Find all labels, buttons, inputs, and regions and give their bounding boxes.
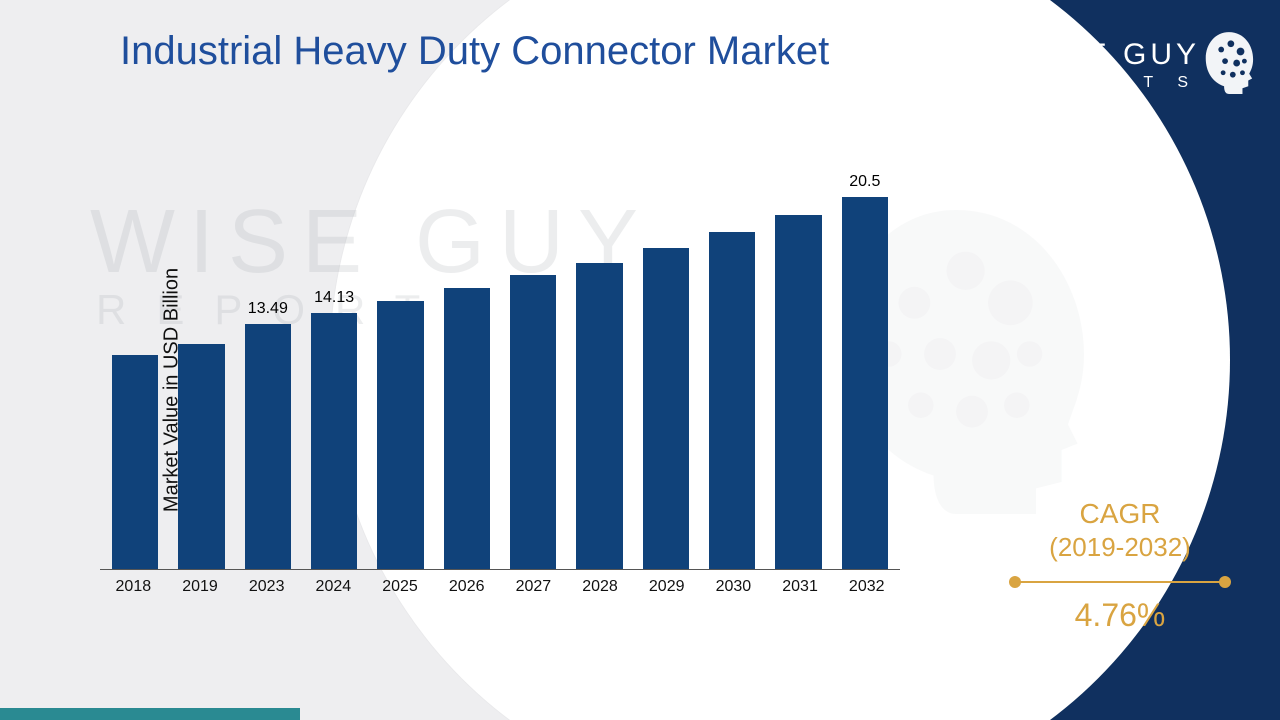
- brand-head-icon: [1198, 30, 1256, 100]
- market-bar-chart: Market Value in USD Billion 13.4914.1320…: [80, 170, 900, 610]
- bars-container: 13.4914.13 20.5: [100, 170, 900, 569]
- bar: [510, 275, 556, 569]
- bar-value-label: 14.13: [301, 289, 367, 313]
- x-tick-label: 2027: [500, 570, 567, 610]
- x-tick-label: 2031: [767, 570, 834, 610]
- plot-area: 13.4914.13 20.5: [100, 170, 900, 570]
- bar: [643, 248, 689, 569]
- x-tick-label: 2032: [833, 570, 900, 610]
- brand-logo: WISE GUY R E P O R T S: [965, 38, 1200, 92]
- x-tick-label: 2028: [567, 570, 634, 610]
- bar: [377, 301, 423, 569]
- bar-slot: [765, 170, 831, 569]
- cagr-label: CAGR: [990, 498, 1250, 530]
- x-tick-label: 2023: [233, 570, 300, 610]
- page-title: Industrial Heavy Duty Connector Market: [120, 28, 840, 74]
- bar-slot: [434, 170, 500, 569]
- stage: Industrial Heavy Duty Connector Market W…: [0, 0, 1280, 720]
- bar-slot: [633, 170, 699, 569]
- bar: [178, 344, 224, 569]
- bar: [576, 263, 622, 570]
- bar-value-label: 13.49: [235, 300, 301, 324]
- x-tick-label: 2018: [100, 570, 167, 610]
- brand-logo-line2: R E P O R T S: [965, 74, 1200, 92]
- x-tick-label: 2029: [633, 570, 700, 610]
- x-tick-label: 2025: [367, 570, 434, 610]
- cagr-range: (2019-2032): [990, 532, 1250, 563]
- bar-slot: [699, 170, 765, 569]
- x-tick-label: 2024: [300, 570, 367, 610]
- bar: [311, 313, 357, 569]
- bar-slot: [168, 170, 234, 569]
- brand-logo-line1: WISE GUY: [965, 38, 1200, 72]
- cagr-block: CAGR (2019-2032) 4.76%: [990, 498, 1250, 634]
- bar-slot: [500, 170, 566, 569]
- x-tick-label: 2030: [700, 570, 767, 610]
- bar-slot: 20.5: [832, 170, 898, 569]
- bar-slot: [367, 170, 433, 569]
- x-axis-labels: 2018201920232024202520262027202820292030…: [100, 570, 900, 610]
- bar: [709, 232, 755, 569]
- bar-slot: 14.13: [301, 170, 367, 569]
- cagr-value: 4.76%: [990, 597, 1250, 634]
- bar-slot: [566, 170, 632, 569]
- bar-slot: 13.49: [235, 170, 301, 569]
- x-tick-label: 2019: [167, 570, 234, 610]
- accent-bar: [0, 708, 300, 720]
- bar: [112, 355, 158, 569]
- bar-value-label: 20.5: [832, 173, 898, 197]
- bar-slot: [102, 170, 168, 569]
- x-tick-label: 2026: [433, 570, 500, 610]
- bar: [842, 197, 888, 569]
- cagr-divider: [1015, 581, 1225, 583]
- bar: [444, 288, 490, 569]
- bar: [775, 215, 821, 569]
- bar: [245, 324, 291, 569]
